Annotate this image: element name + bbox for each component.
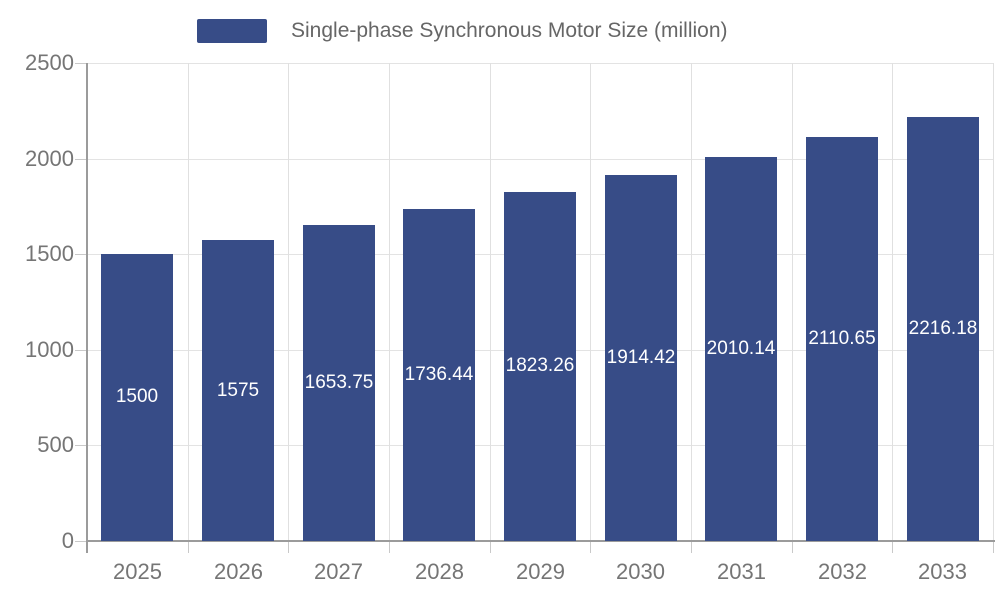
x-gridline (490, 63, 491, 541)
x-axis-tick-label: 2029 (516, 559, 565, 584)
x-axis-tick-label: 2032 (818, 559, 867, 584)
x-axis-tick (490, 541, 491, 553)
x-axis-tick-label: 2030 (616, 559, 665, 584)
x-gridline (288, 63, 289, 541)
bar-value-label: 1575 (216, 379, 260, 401)
x-gridline (993, 63, 994, 541)
bar[interactable]: 1653.75 (303, 225, 375, 541)
y-axis-tick (75, 159, 87, 160)
bar-value-label: 2010.14 (706, 338, 776, 360)
bar-value-label: 2110.65 (808, 327, 876, 349)
x-axis-line (87, 540, 995, 542)
legend-swatch (197, 19, 267, 43)
x-axis-tick (892, 541, 893, 553)
x-gridline (389, 63, 390, 541)
x-axis-tick-label: 2028 (415, 559, 464, 584)
x-gridline (792, 63, 793, 541)
x-axis-tick-label: 2033 (918, 559, 967, 584)
bar[interactable]: 2110.65 (806, 137, 878, 541)
x-axis-tick (993, 541, 994, 553)
bar[interactable]: 1823.26 (504, 192, 576, 541)
bar-value-label: 1914.42 (606, 347, 676, 369)
x-gridline (691, 63, 692, 541)
y-axis-tick (75, 445, 87, 446)
bar-value-label: 1736.44 (404, 364, 474, 385)
y-gridline (87, 63, 993, 64)
y-axis-tick-label: 1000 (25, 337, 74, 362)
x-axis-tick (288, 541, 289, 553)
x-axis-tick-label: 2025 (113, 559, 162, 584)
x-gridline (892, 63, 893, 541)
y-axis-tick (75, 350, 87, 351)
bar[interactable]: 1500 (101, 254, 173, 541)
x-axis-tick-label: 2026 (214, 559, 263, 584)
y-axis-tick-label: 2000 (25, 146, 74, 171)
x-axis-tick (792, 541, 793, 553)
bar-value-label: 1500 (115, 386, 159, 408)
x-axis-tick (389, 541, 390, 553)
y-axis-tick-label: 2500 (25, 50, 74, 75)
y-axis-line (86, 63, 88, 553)
y-axis-tick (75, 63, 87, 64)
legend-item[interactable]: Single-phase Synchronous Motor Size (mil… (197, 19, 728, 43)
x-axis-tick (188, 541, 189, 553)
legend-label: Single-phase Synchronous Motor Size (mil… (291, 19, 728, 42)
bar[interactable]: 2216.18 (907, 117, 979, 541)
bar[interactable]: 1575 (202, 240, 274, 541)
x-gridline (590, 63, 591, 541)
y-axis-tick-label: 0 (61, 528, 74, 553)
x-axis-tick-label: 2031 (717, 559, 766, 584)
y-axis-tick-label: 1500 (25, 241, 74, 266)
x-axis-tick-label: 2027 (314, 559, 363, 584)
bar[interactable]: 1736.44 (403, 209, 475, 541)
x-axis-tick (691, 541, 692, 553)
x-axis-tick (590, 541, 591, 553)
y-gridline (87, 159, 993, 160)
bar-value-label: 1823.26 (505, 355, 575, 377)
bar[interactable]: 1914.42 (605, 175, 677, 541)
bar-value-label: 1653.75 (304, 372, 374, 394)
y-axis-tick (75, 254, 87, 255)
bar-value-label: 2216.18 (908, 317, 978, 339)
bar[interactable]: 2010.14 (705, 157, 777, 541)
x-gridline (188, 63, 189, 541)
y-axis-tick (75, 541, 87, 542)
y-axis-tick-label: 500 (37, 432, 74, 457)
